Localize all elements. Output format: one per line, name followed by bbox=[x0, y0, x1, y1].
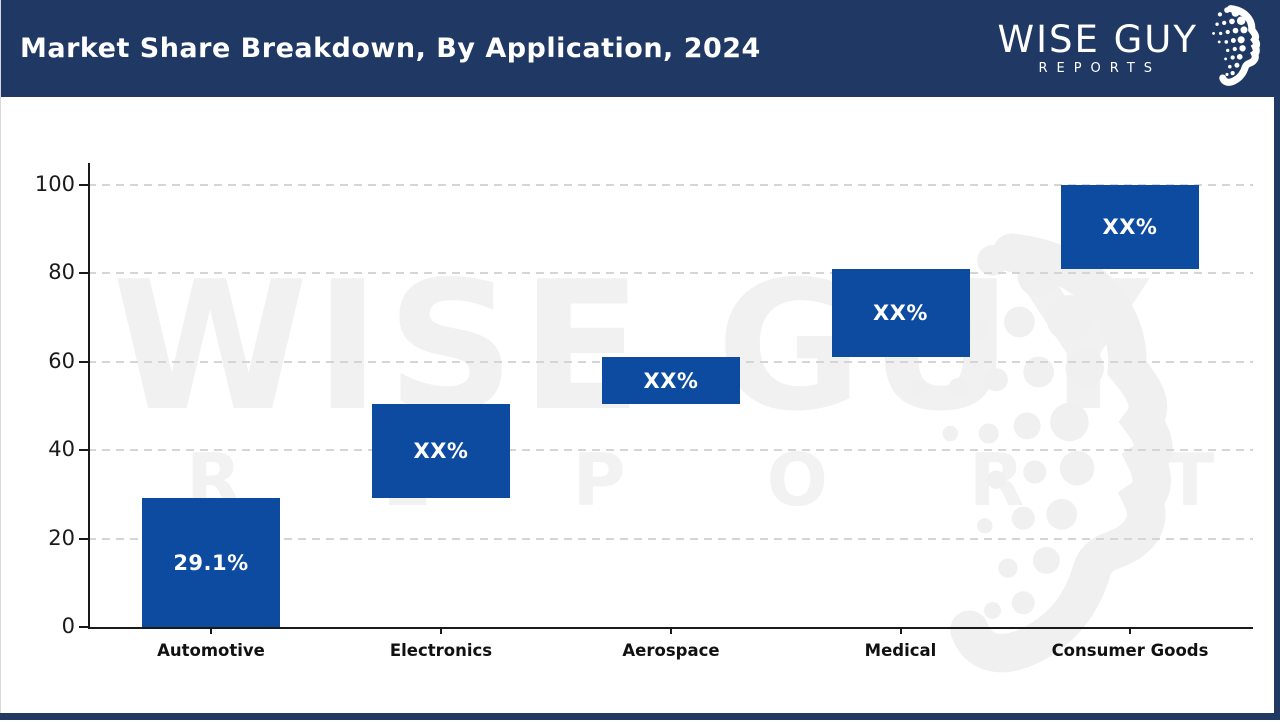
bar-electronics: XX% bbox=[372, 403, 510, 499]
watermark-wordmark: WISE GUY bbox=[112, 243, 1154, 450]
y-tick-label-80: 80 bbox=[48, 260, 75, 285]
header-bar: Market Share Breakdown, By Application, … bbox=[0, 0, 1280, 97]
category-label-medical: Medical bbox=[864, 641, 937, 660]
y-tick-20 bbox=[79, 537, 88, 540]
x-tick-automotive bbox=[210, 627, 212, 634]
y-axis-line bbox=[88, 163, 90, 629]
category-label-consumer-goods: Consumer Goods bbox=[1051, 641, 1209, 660]
bar-aerospace: XX% bbox=[602, 357, 740, 404]
gridline-40 bbox=[88, 449, 1253, 452]
y-tick-label-0: 0 bbox=[61, 614, 75, 638]
bar-value-label-consumer-goods: XX% bbox=[1102, 214, 1158, 239]
y-tick-60 bbox=[79, 360, 88, 363]
logo-subtext: REPORTS bbox=[1038, 61, 1162, 76]
category-label-aerospace: Aerospace bbox=[622, 641, 720, 660]
bar-automotive: 29.1% bbox=[142, 498, 280, 627]
y-tick-100 bbox=[79, 184, 88, 186]
y-tick-label-100: 100 bbox=[34, 172, 75, 196]
bar-value-label-medical: XX% bbox=[873, 301, 928, 326]
x-tick-consumer-goods bbox=[1129, 627, 1131, 634]
y-tick-0 bbox=[79, 626, 88, 628]
y-tick-40 bbox=[79, 449, 88, 452]
head-silhouette-icon bbox=[1212, 4, 1261, 86]
logo-wordmark: WISE GUY bbox=[997, 18, 1198, 61]
bottom-border bbox=[0, 713, 1280, 720]
x-tick-aerospace bbox=[670, 627, 672, 634]
right-border bbox=[1274, 0, 1280, 720]
waterfall-chart: WISE GUY R E P O R T S 29.1% XX% XX% XX% XX%… bbox=[0, 97, 1280, 713]
bar-value-label-aerospace: XX% bbox=[643, 368, 699, 393]
watermark-subtext: R E P O R T S bbox=[186, 438, 1280, 522]
bar-value-label-electronics: XX% bbox=[413, 439, 469, 464]
gridline-80 bbox=[88, 272, 1253, 275]
bar-medical: XX% bbox=[831, 268, 970, 358]
category-label-electronics: Electronics bbox=[389, 641, 493, 660]
bar-value-label-automotive: 29.1% bbox=[173, 550, 249, 575]
y-tick-80 bbox=[79, 272, 88, 275]
gridline-100 bbox=[88, 184, 1253, 186]
bar-consumer-goods: XX% bbox=[1061, 185, 1199, 269]
y-tick-label-40: 40 bbox=[48, 437, 75, 462]
wise-guy-reports-logo: WISE GUY REPORTS bbox=[998, 0, 1270, 97]
x-tick-medical bbox=[899, 627, 902, 634]
y-tick-label-60: 60 bbox=[48, 348, 75, 373]
y-tick-label-20: 20 bbox=[48, 525, 75, 550]
category-label-automotive: Automotive bbox=[157, 641, 265, 660]
page-title: Market Share Breakdown, By Application, … bbox=[20, 33, 761, 64]
x-tick-electronics bbox=[440, 627, 442, 634]
gridline-20 bbox=[88, 537, 1253, 540]
left-border bbox=[0, 0, 1, 720]
